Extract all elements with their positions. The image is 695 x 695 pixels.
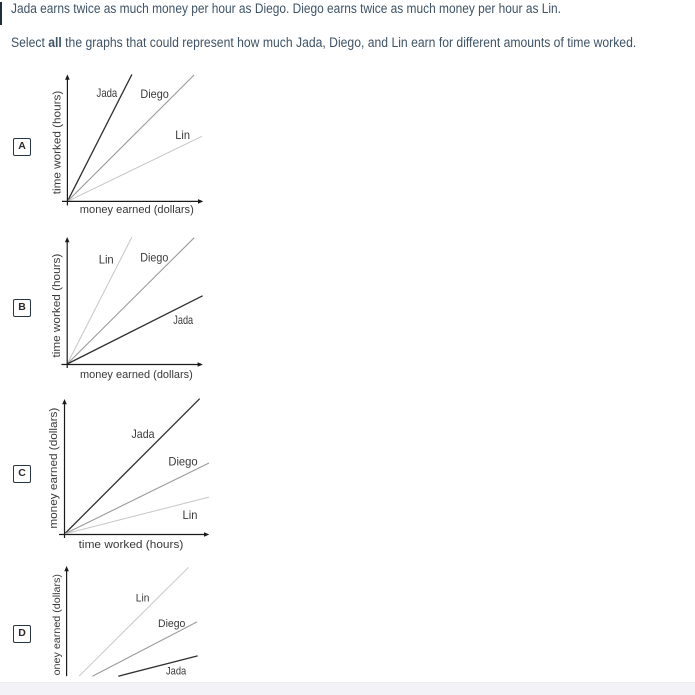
svg-text:money earned (dollars): money earned (dollars) bbox=[48, 408, 60, 529]
svg-text:Jada: Jada bbox=[166, 665, 187, 677]
svg-text:Lin: Lin bbox=[99, 253, 114, 267]
svg-text:Jada: Jada bbox=[97, 86, 118, 100]
svg-text:Diego: Diego bbox=[140, 250, 168, 264]
svg-text:Lin: Lin bbox=[136, 592, 150, 604]
svg-text:Diego: Diego bbox=[158, 618, 185, 630]
svg-text:Jada: Jada bbox=[173, 313, 193, 327]
svg-text:time worked (hours): time worked (hours) bbox=[51, 91, 63, 195]
svg-text:Diego: Diego bbox=[168, 454, 198, 468]
svg-text:Diego: Diego bbox=[140, 87, 169, 101]
svg-text:oney earned (dollars): oney earned (dollars) bbox=[52, 574, 63, 675]
svg-text:money earned (dollars): money earned (dollars) bbox=[80, 204, 194, 216]
svg-text:time worked (hours): time worked (hours) bbox=[51, 254, 63, 358]
svg-text:Jada: Jada bbox=[132, 427, 155, 441]
svg-text:Lin: Lin bbox=[175, 128, 190, 142]
svg-text:time worked (hours): time worked (hours) bbox=[79, 539, 184, 551]
svg-text:money earned (dollars): money earned (dollars) bbox=[80, 369, 193, 381]
svg-text:Lin: Lin bbox=[183, 508, 198, 522]
